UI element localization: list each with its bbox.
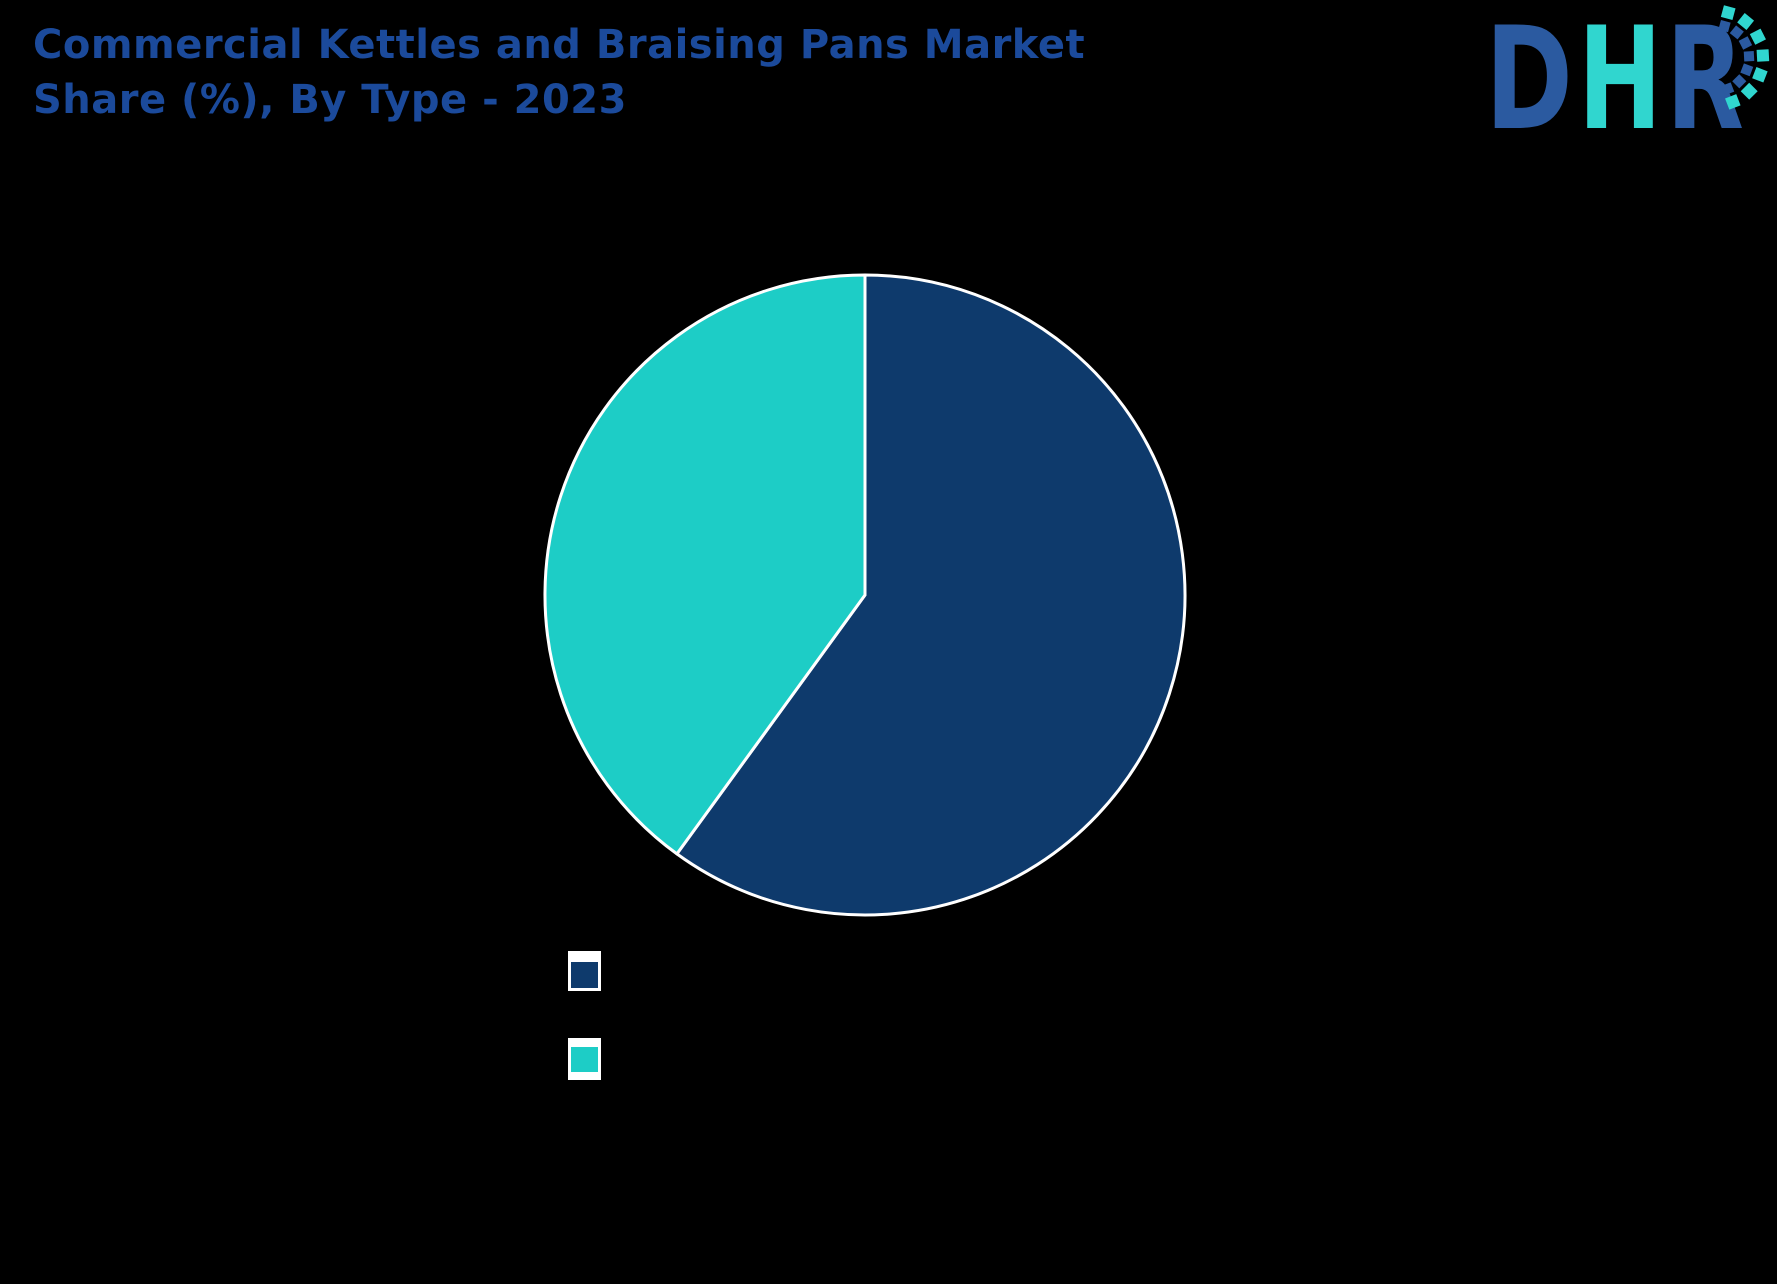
logo-dot-icon [1718,19,1731,33]
logo-dot-icon [1752,67,1768,83]
logo-dot-icon [1737,13,1755,30]
pie-segment-1 [675,273,1187,917]
logo-letter-h: H [1578,0,1662,162]
logo-dot-icon [1738,36,1753,50]
logo-dot-icon [1732,74,1747,89]
page-title: Commercial Kettles and Braising Pans Mar… [33,18,1085,128]
logo-letter-d: D [1485,0,1573,162]
logo-dot-icon [1749,28,1766,45]
title-line-1: Commercial Kettles and Braising Pans Mar… [33,22,1086,68]
logo-dot-icon [1740,63,1754,77]
logo-letter-r: R [1666,0,1744,162]
logo-dot-icon [1729,25,1744,40]
logo-dot-icon [1725,94,1741,110]
pie-segment-2 [543,273,867,856]
logo-dot-icon [1721,82,1735,96]
logo-dot-icon [1720,5,1736,20]
logo-dot-icon [1756,49,1770,62]
legend-swatch-segment-1 [568,951,601,991]
logo-dot-icon [1743,51,1755,62]
legend-swatch-segment-1-color-chip [571,962,598,988]
logo-dots-arc-icon [1718,5,1770,110]
legend-swatch-segment-2-color-chip [571,1047,598,1072]
title-line-2: Share (%), By Type - 2023 [33,77,627,123]
legend-swatch-segment-2 [568,1038,601,1080]
